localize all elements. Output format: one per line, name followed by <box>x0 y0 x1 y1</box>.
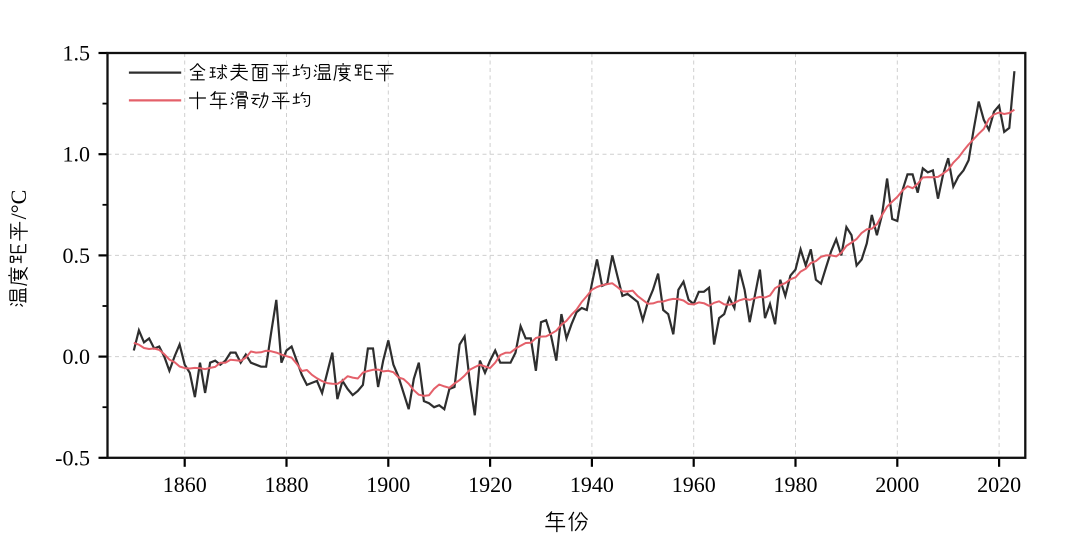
svg-text:0.5: 0.5 <box>63 243 91 268</box>
svg-text:1980: 1980 <box>774 472 818 497</box>
svg-text:1880: 1880 <box>265 472 309 497</box>
svg-text:2020: 2020 <box>977 472 1021 497</box>
svg-text:1860: 1860 <box>163 472 207 497</box>
svg-text:0.0: 0.0 <box>63 344 91 369</box>
svg-text:/°C: /°C <box>6 190 31 220</box>
svg-text:1940: 1940 <box>570 472 614 497</box>
svg-text:1900: 1900 <box>366 472 410 497</box>
svg-text:-0.5: -0.5 <box>55 445 90 470</box>
svg-text:1.0: 1.0 <box>63 142 91 167</box>
svg-text:2000: 2000 <box>875 472 919 497</box>
svg-text:1.5: 1.5 <box>63 41 91 66</box>
svg-text:1960: 1960 <box>672 472 716 497</box>
svg-text:1920: 1920 <box>468 472 512 497</box>
